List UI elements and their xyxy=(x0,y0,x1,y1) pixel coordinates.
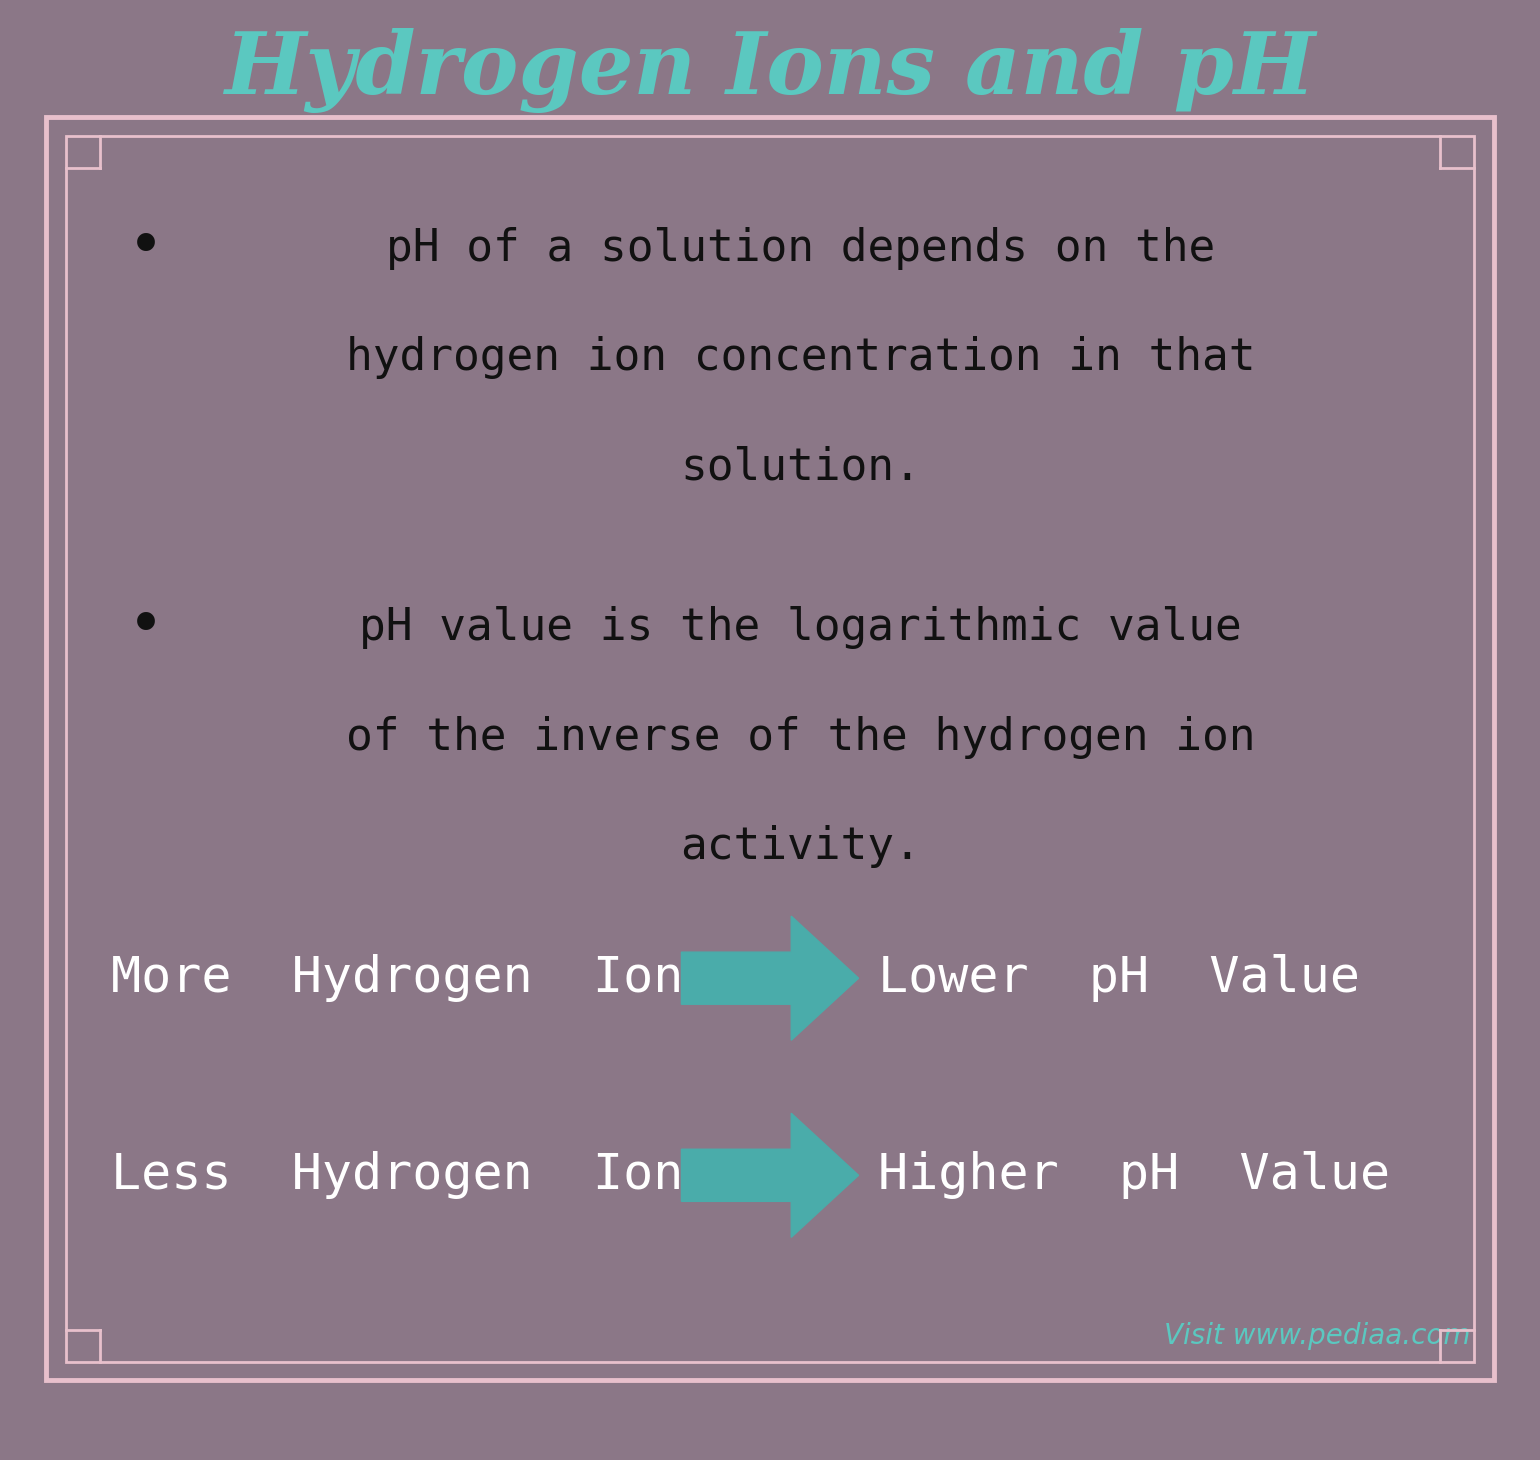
Text: pH of a solution depends on the: pH of a solution depends on the xyxy=(387,226,1215,270)
Text: solution.: solution. xyxy=(681,445,921,489)
Text: hydrogen ion concentration in that: hydrogen ion concentration in that xyxy=(346,336,1255,380)
Text: Less  Hydrogen  Ions: Less Hydrogen Ions xyxy=(111,1152,713,1199)
Polygon shape xyxy=(681,917,859,1040)
Polygon shape xyxy=(681,1113,859,1238)
Text: of the inverse of the hydrogen ion: of the inverse of the hydrogen ion xyxy=(346,715,1255,759)
Text: •: • xyxy=(128,599,165,657)
Text: Hydrogen Ions and pH: Hydrogen Ions and pH xyxy=(225,28,1315,112)
Text: Lower  pH  Value: Lower pH Value xyxy=(878,955,1360,1002)
Text: More  Hydrogen  Ions: More Hydrogen Ions xyxy=(111,955,713,1002)
Text: pH value is the logarithmic value: pH value is the logarithmic value xyxy=(359,606,1243,650)
Text: Higher  pH  Value: Higher pH Value xyxy=(878,1152,1391,1199)
Text: •: • xyxy=(128,219,165,277)
Text: activity.: activity. xyxy=(681,825,921,869)
Text: Visit www.pediaa.com: Visit www.pediaa.com xyxy=(1164,1321,1469,1350)
